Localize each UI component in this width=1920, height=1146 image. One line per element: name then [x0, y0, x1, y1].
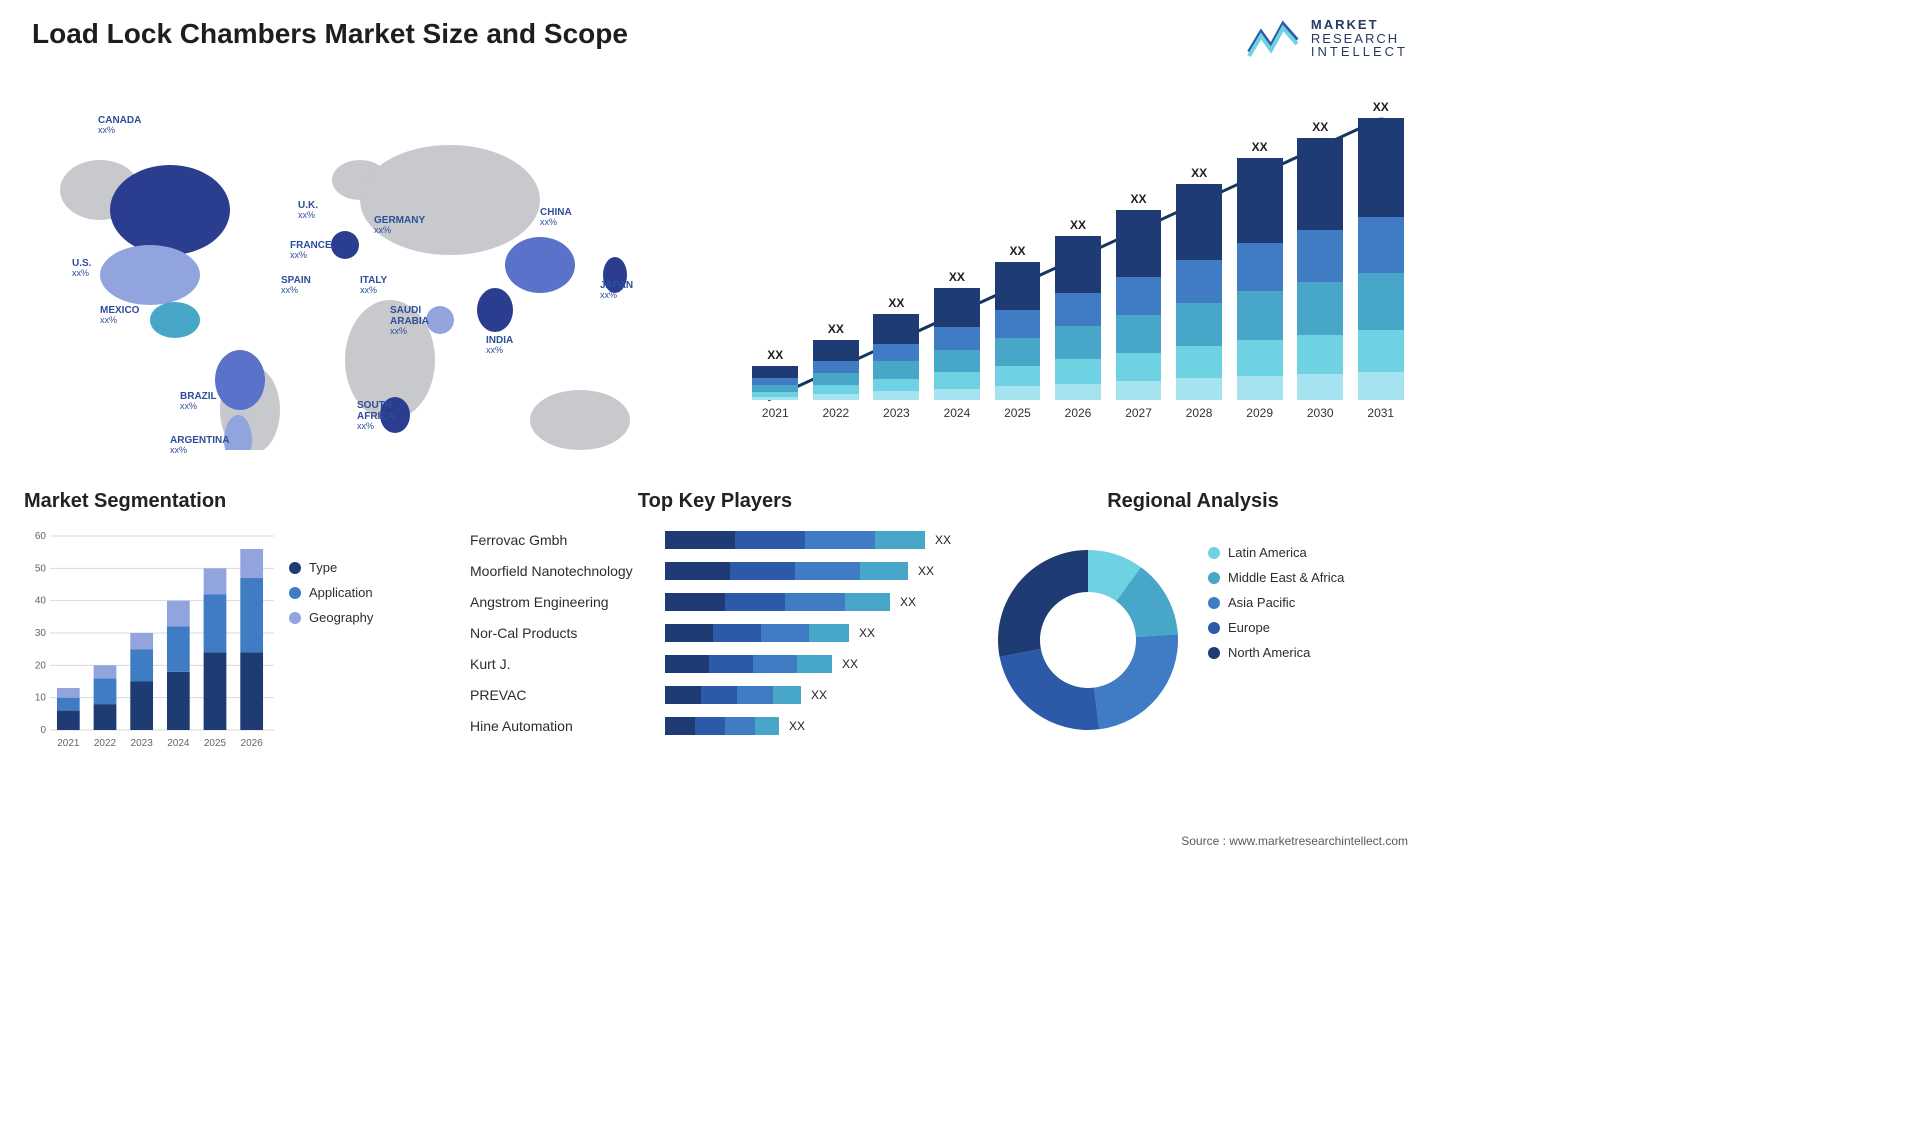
forecast-bar: XX2028: [1172, 166, 1227, 420]
logo-line1: MARKET: [1311, 18, 1408, 32]
legend-item: Latin America: [1208, 545, 1344, 560]
players-list: Ferrovac GmbhXX Moorfield NanotechnologyX…: [470, 526, 960, 743]
map-label: FRANCExx%: [290, 240, 332, 261]
map-label: BRAZILxx%: [180, 391, 217, 412]
logo-icon: [1247, 18, 1301, 58]
svg-text:50: 50: [35, 563, 47, 574]
segmentation-panel: Market Segmentation 0 10 20 30 40 50 60 2021 202…: [24, 490, 424, 770]
forecast-chart: XX2021XX2022XX2023XX2024XX2025XX2026XX20…: [748, 80, 1408, 450]
svg-text:2025: 2025: [204, 738, 227, 749]
map-label: ITALYxx%: [360, 275, 387, 296]
player-row: Nor-Cal ProductsXX: [470, 619, 960, 647]
forecast-bar: XX2029: [1232, 140, 1287, 420]
legend-item: North America: [1208, 645, 1344, 660]
svg-text:2022: 2022: [94, 738, 117, 749]
svg-text:0: 0: [40, 725, 46, 736]
map-label: ARGENTINAxx%: [170, 435, 229, 456]
forecast-bars-area: XX2021XX2022XX2023XX2024XX2025XX2026XX20…: [748, 100, 1408, 420]
legend-item: Type: [289, 560, 373, 575]
map-label: MEXICOxx%: [100, 305, 139, 326]
map-label: CANADAxx%: [98, 115, 141, 136]
map-label: U.K.xx%: [298, 200, 318, 221]
logo-line3: INTELLECT: [1311, 45, 1408, 59]
segmentation-title: Market Segmentation: [24, 490, 424, 513]
forecast-bar: XX2025: [990, 244, 1045, 420]
segmentation-legend: Type Application Geography: [289, 560, 373, 635]
svg-text:2023: 2023: [131, 738, 154, 749]
player-row: Angstrom EngineeringXX: [470, 588, 960, 616]
map-label: JAPANxx%: [600, 280, 633, 301]
player-row: Hine AutomationXX: [470, 712, 960, 740]
player-row: Moorfield NanotechnologyXX: [470, 557, 960, 585]
legend-item: Geography: [289, 610, 373, 625]
map-label: SPAINxx%: [281, 275, 311, 296]
players-title: Top Key Players: [470, 490, 960, 513]
svg-text:20: 20: [35, 660, 47, 671]
brand-logo: MARKET RESEARCH INTELLECT: [1247, 18, 1408, 59]
player-row: Kurt J.XX: [470, 650, 960, 678]
map-label: SOUTHAFRICAxx%: [357, 400, 395, 432]
map-label: U.S.xx%: [72, 258, 91, 279]
map-label: GERMANYxx%: [374, 215, 425, 236]
svg-text:40: 40: [35, 596, 47, 607]
legend-item: Europe: [1208, 620, 1344, 635]
legend-item: Middle East & Africa: [1208, 570, 1344, 585]
world-map-panel: CANADAxx%U.S.xx%MEXICOxx%BRAZILxx%ARGENT…: [20, 80, 700, 450]
map-label: CHINAxx%: [540, 207, 572, 228]
legend-item: Application: [289, 585, 373, 600]
svg-text:2026: 2026: [241, 738, 264, 749]
regional-panel: Regional Analysis Latin America Middle Ea…: [978, 490, 1408, 770]
forecast-bar: XX2021: [748, 348, 803, 420]
source-attribution: Source : www.marketresearchintellect.com: [1181, 834, 1408, 848]
legend-item: Asia Pacific: [1208, 595, 1344, 610]
forecast-bar: XX2024: [930, 270, 985, 420]
svg-text:30: 30: [35, 628, 47, 639]
regional-donut: [988, 540, 1188, 740]
svg-text:10: 10: [35, 693, 47, 704]
map-label: SAUDIARABIAxx%: [390, 305, 429, 337]
player-row: PREVACXX: [470, 681, 960, 709]
svg-text:2021: 2021: [57, 738, 80, 749]
forecast-bar: XX2022: [809, 322, 864, 420]
forecast-bar: XX2031: [1353, 100, 1408, 420]
regional-legend: Latin America Middle East & Africa Asia Pa…: [1208, 545, 1344, 670]
regional-title: Regional Analysis: [978, 490, 1408, 513]
svg-text:2024: 2024: [167, 738, 190, 749]
players-panel: Top Key Players Ferrovac GmbhXX Moorfield…: [470, 490, 960, 770]
forecast-bar: XX2023: [869, 296, 924, 420]
page-title: Load Lock Chambers Market Size and Scope: [32, 18, 628, 50]
forecast-bar: XX2030: [1293, 120, 1348, 420]
segmentation-chart: 0 10 20 30 40 50 60 2021 2022 2023 2024 2025 2026: [24, 530, 274, 750]
forecast-bar: XX2027: [1111, 192, 1166, 420]
svg-text:60: 60: [35, 531, 47, 542]
logo-line2: RESEARCH: [1311, 32, 1408, 46]
forecast-bar: XX2026: [1051, 218, 1106, 420]
player-row: Ferrovac GmbhXX: [470, 526, 960, 554]
map-label: INDIAxx%: [486, 335, 513, 356]
